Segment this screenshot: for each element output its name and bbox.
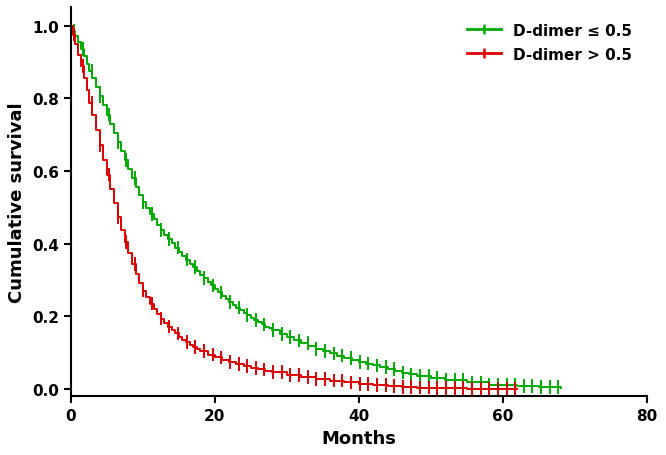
Legend: D-dimer ≤ 0.5, D-dimer > 0.5: D-dimer ≤ 0.5, D-dimer > 0.5 bbox=[460, 16, 639, 71]
Y-axis label: Cumulative survival: Cumulative survival bbox=[9, 102, 27, 303]
X-axis label: Months: Months bbox=[322, 429, 396, 447]
